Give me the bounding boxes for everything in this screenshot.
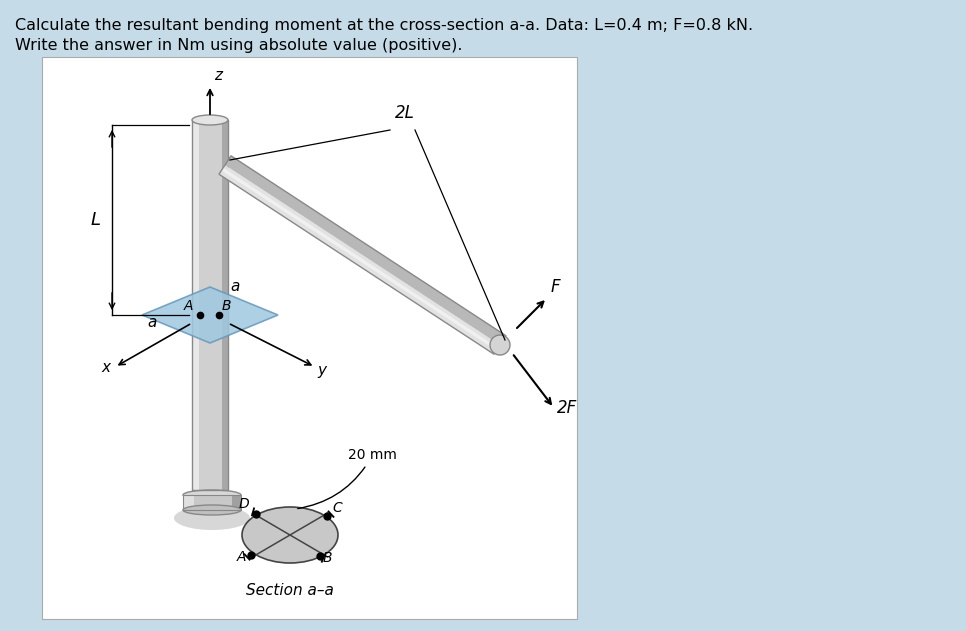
Text: z: z [214,68,222,83]
Text: 2L: 2L [395,104,414,122]
Bar [222,120,228,490]
Ellipse shape [183,505,241,515]
Polygon shape [219,165,500,354]
Bar [192,120,228,490]
Text: Write the answer in Nm using absolute value (positive).: Write the answer in Nm using absolute va… [15,38,463,53]
Bar [192,120,199,490]
Ellipse shape [183,490,241,500]
Ellipse shape [490,335,510,355]
Text: B: B [323,551,332,565]
Polygon shape [221,168,498,351]
Bar [232,495,241,510]
Text: L: L [91,211,101,229]
Text: y: y [317,363,326,378]
Ellipse shape [174,506,250,530]
Text: Section a–a: Section a–a [246,583,334,598]
Text: 2F: 2F [557,399,578,417]
Bar [42,57,577,619]
Polygon shape [225,156,506,345]
Text: a: a [147,315,156,330]
Bar [199,120,222,490]
Ellipse shape [192,115,228,125]
Bar [183,495,241,510]
Ellipse shape [242,507,338,563]
Text: A: A [237,550,246,564]
Text: B: B [222,299,232,313]
Bar [194,495,232,510]
Text: x: x [101,360,110,375]
Text: 20 mm: 20 mm [298,448,397,509]
Text: C: C [332,501,342,515]
Bar [183,495,194,510]
Text: F: F [551,278,560,296]
Text: Calculate the resultant bending moment at the cross-section a-a. Data: L=0.4 m; : Calculate the resultant bending moment a… [15,18,753,33]
Text: a: a [230,279,240,294]
Text: A: A [184,299,193,313]
Polygon shape [142,287,278,343]
Text: D: D [239,497,249,511]
